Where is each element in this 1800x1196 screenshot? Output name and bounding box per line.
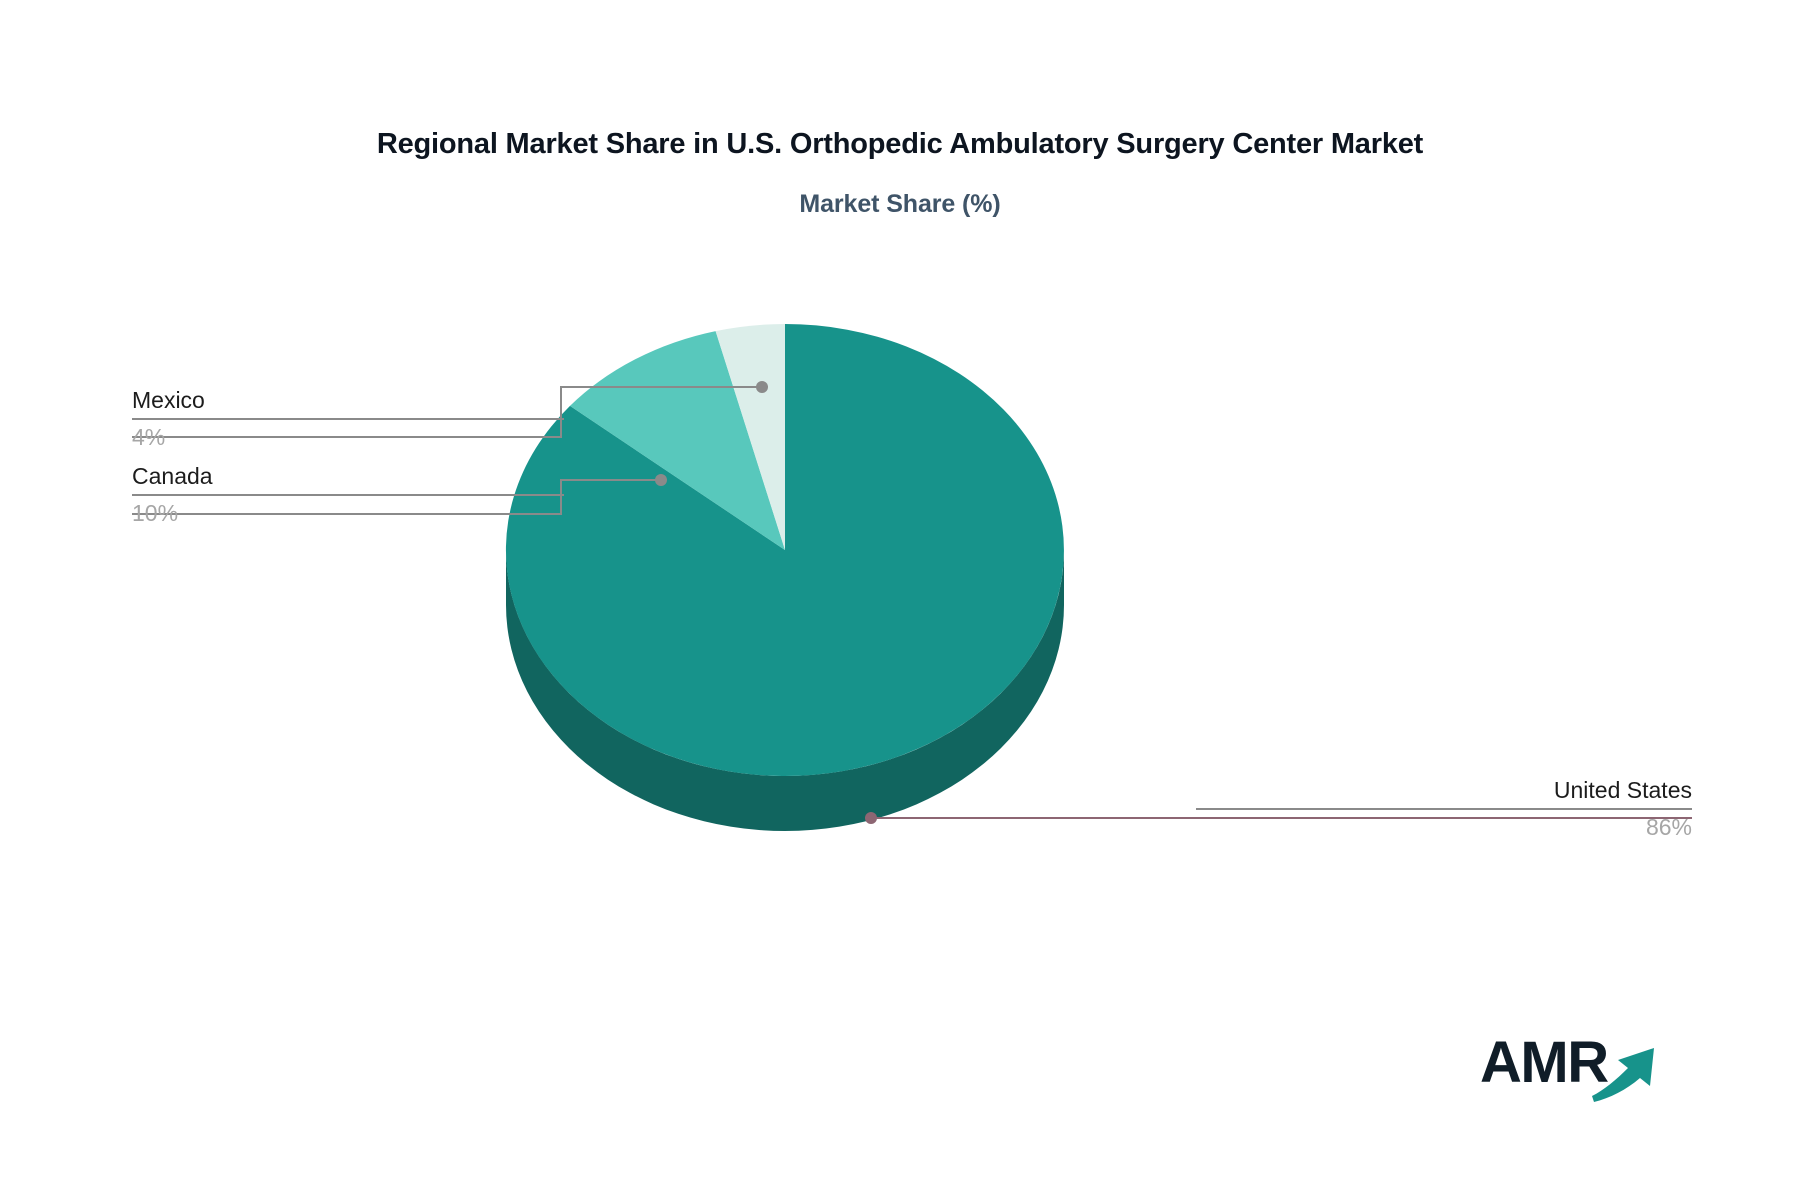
data-label-united-states-name: United States: [1553, 777, 1692, 803]
pie-slice-mexico: [715, 324, 785, 550]
data-label-mexico-value: 4%: [132, 424, 166, 450]
leader-dot-united-states: [865, 812, 877, 824]
data-label-canada-rule: [132, 494, 564, 496]
data-label-united-states-value: 86%: [1645, 814, 1692, 840]
pie-slice-canada: [570, 331, 785, 550]
pie-slice-united-states: [505, 324, 1064, 776]
amr-wordmark: AMR: [1480, 1030, 1609, 1095]
data-label-mexico-rule: [132, 418, 564, 420]
data-label-canada-value: 10%: [132, 500, 179, 526]
pie-slices: [505, 324, 1064, 776]
data-label-united-states-rule: [1196, 808, 1692, 810]
data-label-mexico: Mexico 4%: [132, 385, 564, 452]
leader-lines: [132, 381, 1692, 824]
leader-line-canada: [132, 479, 661, 515]
leader-line-mexico: [132, 386, 762, 438]
leader-dot-canada: [655, 474, 667, 486]
data-label-canada: Canada 10%: [132, 461, 564, 528]
chart-title: Regional Market Share in U.S. Orthopedic…: [376, 128, 1424, 160]
data-label-mexico-name: Mexico: [132, 387, 205, 413]
growth-arrow-icon: [1592, 1048, 1654, 1102]
data-label-united-states: United States 86%: [1196, 775, 1692, 842]
data-label-canada-name: Canada: [132, 463, 213, 489]
chart-subtitle: Market Share (%): [799, 190, 1001, 218]
amr-logo: AMR: [1480, 1030, 1690, 1108]
leader-dot-mexico: [756, 381, 768, 393]
pie-3d-side-walls: [506, 550, 1064, 831]
pie-side-united-states: [506, 550, 1064, 831]
